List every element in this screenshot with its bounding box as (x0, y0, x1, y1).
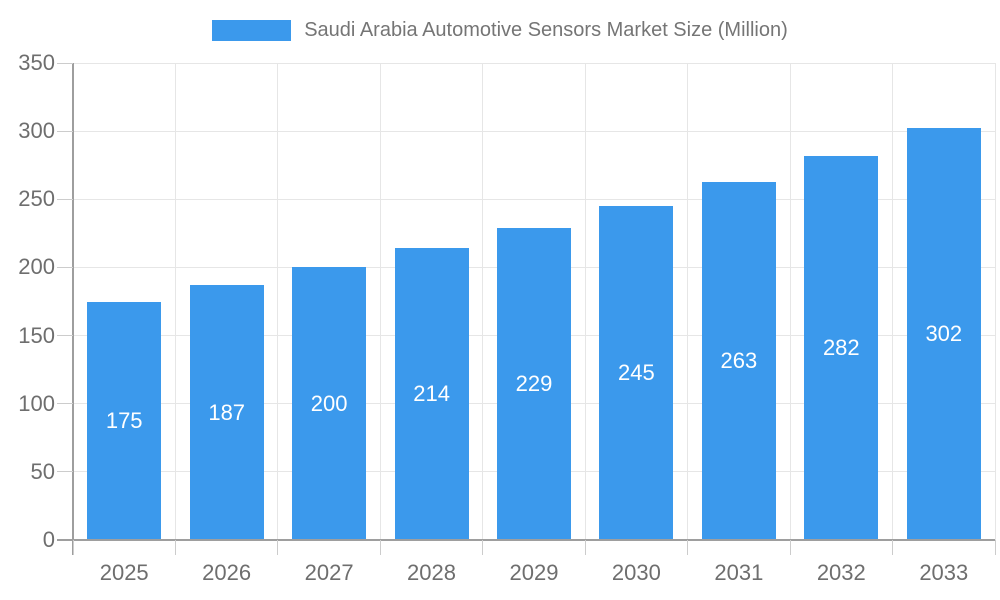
legend[interactable]: Saudi Arabia Automotive Sensors Market S… (0, 16, 1000, 44)
bar[interactable]: 214 (394, 248, 469, 540)
y-axis-tick (57, 130, 73, 132)
bar-value-label: 175 (105, 407, 143, 433)
y-axis-tick-label: 350 (18, 50, 55, 75)
h-gridline (73, 198, 995, 200)
y-axis-tick-label: 150 (18, 322, 55, 348)
y-axis-tick-label: 50 (30, 458, 55, 484)
x-axis-tick-label: 2029 (509, 560, 559, 585)
plot-area: 175 187 200 214 229 245 263 282 302 (73, 62, 996, 540)
x-axis-tick (584, 540, 586, 555)
y-axis-tick (57, 403, 73, 405)
x-axis-tick-label: 2031 (714, 560, 764, 585)
x-axis-tick-label: 2030 (611, 560, 661, 585)
v-gridline (584, 63, 586, 540)
v-gridline (379, 63, 381, 540)
x-axis-tick (789, 540, 791, 555)
x-axis-tick-label: 2027 (304, 560, 354, 585)
v-gridline (174, 63, 176, 540)
x-axis-tick (72, 540, 74, 555)
y-axis-tick-label: 250 (18, 186, 55, 212)
x-axis-tick (174, 540, 176, 555)
y-axis-tick (57, 198, 73, 200)
v-gridline (482, 63, 484, 540)
v-gridline (892, 63, 894, 540)
v-gridline (789, 63, 791, 540)
x-axis-tick-label: 2026 (202, 560, 252, 585)
y-axis-tick-label: 100 (18, 390, 55, 416)
y-axis-tick (57, 62, 73, 64)
bar[interactable]: 175 (87, 301, 162, 540)
v-gridline (994, 63, 996, 540)
bar-value-label: 229 (515, 370, 553, 396)
x-axis-tick (379, 540, 381, 555)
bar-value-label: 187 (208, 399, 246, 425)
y-axis-tick-label: 300 (18, 118, 55, 144)
y-axis-tick (57, 471, 73, 473)
y-axis-line (72, 63, 74, 555)
bar[interactable]: 200 (292, 267, 367, 540)
x-axis-tick (994, 540, 996, 555)
y-axis-tick-label: 0 (42, 527, 55, 552)
x-axis-tick-label: 2032 (816, 560, 866, 585)
legend-swatch (212, 19, 292, 41)
y-axis-tick (57, 266, 73, 268)
bar[interactable]: 282 (804, 155, 879, 540)
bar-value-label: 214 (413, 381, 450, 407)
x-axis-tick (892, 540, 894, 555)
x-axis-tick-label: 2033 (919, 560, 969, 585)
h-gridline (73, 62, 995, 64)
x-axis-tick (687, 540, 689, 555)
bar-value-label: 282 (822, 334, 860, 360)
bar[interactable]: 229 (497, 227, 571, 540)
bar[interactable]: 263 (701, 181, 776, 540)
y-axis-tick (57, 335, 73, 337)
v-gridline (277, 63, 279, 540)
x-axis-tick (277, 540, 279, 555)
x-axis-line (57, 539, 995, 541)
h-gridline (73, 130, 995, 132)
bar-value-label: 200 (310, 390, 348, 416)
bar[interactable]: 187 (189, 285, 264, 540)
bar-value-label: 245 (618, 360, 655, 386)
bar-value-label: 263 (720, 347, 758, 373)
v-gridline (687, 63, 689, 540)
x-axis-tick-label: 2025 (99, 560, 149, 585)
y-axis-tick-label: 200 (18, 254, 55, 280)
bar[interactable]: 245 (599, 206, 674, 540)
x-axis-tick (482, 540, 484, 555)
legend-label: Saudi Arabia Automotive Sensors Market S… (304, 18, 788, 41)
x-axis-tick-label: 2028 (407, 560, 456, 585)
bar[interactable]: 302 (906, 128, 981, 540)
bar-value-label: 302 (925, 321, 963, 347)
